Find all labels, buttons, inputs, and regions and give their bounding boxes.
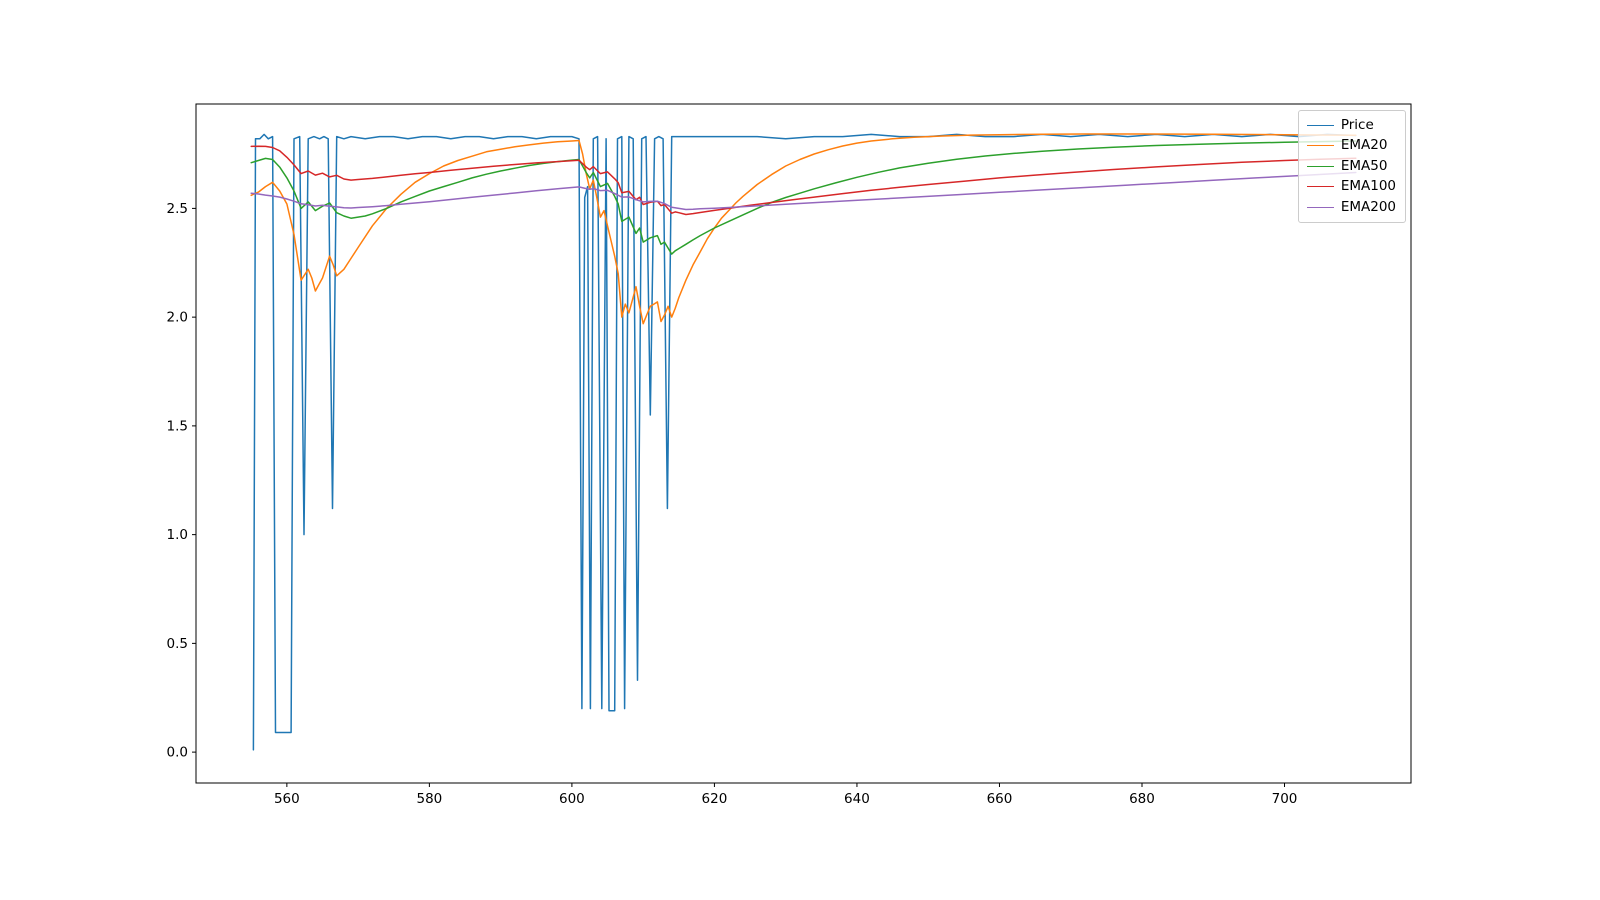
x-tick-label: 600 [559,791,585,807]
legend-entry-ema100: EMA100 [1306,177,1396,198]
legend-entry-ema20: EMA20 [1306,136,1396,157]
legend: Price EMA20 EMA50 EMA100 EMA200 [1297,110,1406,223]
series-line-ema200 [250,171,1357,211]
axes-box [195,103,1412,784]
legend-line-swatch [1306,206,1334,208]
legend-line-swatch [1306,165,1334,167]
y-tick-label: 1.5 [167,418,188,434]
y-tick-label: 2.0 [167,310,188,326]
series-line-ema20 [250,133,1357,325]
legend-label: EMA200 [1340,198,1396,215]
legend-entry-ema50: EMA50 [1306,156,1396,177]
x-tick-label: 640 [844,791,870,807]
x-tick-label: 660 [987,791,1013,807]
legend-label: EMA50 [1340,157,1388,174]
series-line-ema50 [250,140,1357,255]
x-tick-label: 620 [702,791,728,807]
y-tick-label: 2.5 [167,201,188,217]
legend-label: EMA100 [1340,178,1396,194]
legend-line-swatch [1306,186,1334,188]
legend-label: Price [1340,116,1374,133]
x-tick-label: 560 [274,791,300,807]
x-tick-label: 580 [416,791,442,807]
legend-line-swatch [1306,145,1334,147]
series-line-ema100 [250,145,1357,216]
legend-entry-ema200: EMA200 [1306,197,1396,218]
legend-entry-price: Price [1306,115,1396,136]
x-tick-label: 700 [1272,791,1298,807]
x-tick-label: 680 [1129,791,1155,807]
legend-line-swatch [1306,124,1334,126]
y-tick-label: 1.0 [167,527,188,543]
series-line-price [252,133,1357,751]
y-tick-label: 0.5 [167,636,188,652]
legend-label: EMA20 [1340,137,1388,153]
y-tick-label: 0.0 [167,745,188,761]
